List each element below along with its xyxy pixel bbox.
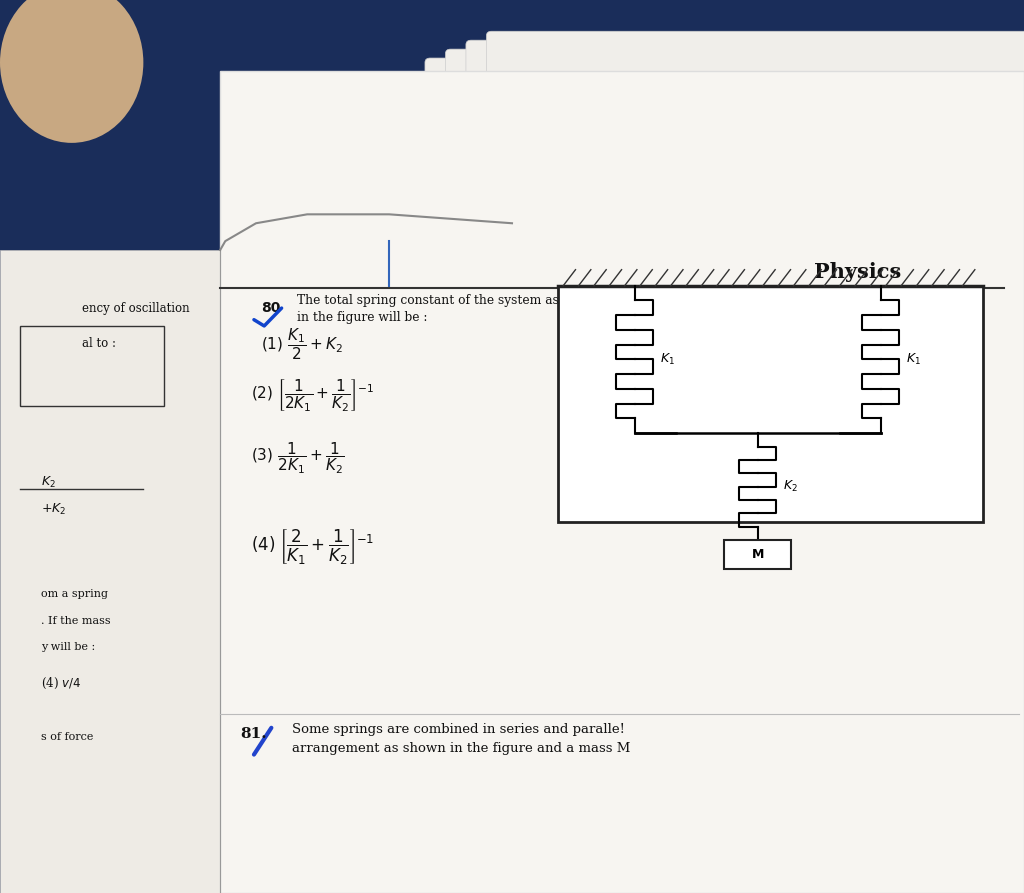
FancyBboxPatch shape (486, 31, 1024, 380)
Text: 81.: 81. (241, 727, 267, 741)
Text: 80: 80 (261, 301, 281, 315)
Text: $K_2$: $K_2$ (41, 475, 55, 489)
Bar (0, 0, 1024, 250)
Text: y will be :: y will be : (41, 642, 95, 653)
Text: The total spring constant of the system as shown: The total spring constant of the system … (297, 295, 603, 307)
Text: Physics: Physics (814, 263, 901, 282)
Text: ency of oscillation: ency of oscillation (82, 302, 189, 314)
Text: $K_1$: $K_1$ (906, 352, 922, 367)
Text: $(4)\ \left[\dfrac{2}{K_1}+\dfrac{1}{K_2}\right]^{-1}$: $(4)\ \left[\dfrac{2}{K_1}+\dfrac{1}{K_2… (251, 527, 374, 566)
Text: $(3)\ \dfrac{1}{2K_1}+\dfrac{1}{K_2}$: $(3)\ \dfrac{1}{2K_1}+\dfrac{1}{K_2}$ (251, 440, 344, 476)
Text: in the figure will be :: in the figure will be : (297, 311, 427, 323)
Text: . If the mass: . If the mass (41, 615, 111, 626)
Text: $K_2$: $K_2$ (783, 480, 798, 494)
FancyBboxPatch shape (445, 49, 988, 397)
Text: om a spring: om a spring (41, 588, 108, 599)
Text: s of force: s of force (41, 731, 93, 742)
Bar (220, 71, 1024, 893)
Text: $(1)\ \dfrac{K_1}{2} + K_2$: $(1)\ \dfrac{K_1}{2} + K_2$ (261, 327, 343, 363)
Bar (725, 540, 791, 569)
FancyBboxPatch shape (425, 58, 968, 406)
Text: (4) $v/4$: (4) $v/4$ (41, 676, 81, 690)
Text: al to :: al to : (82, 338, 116, 350)
Bar (20, 326, 164, 406)
Text: $(2)\ \left[\dfrac{1}{2K_1}+\dfrac{1}{K_2}\right]^{-1}$: $(2)\ \left[\dfrac{1}{2K_1}+\dfrac{1}{K_… (251, 377, 374, 413)
Bar (558, 286, 983, 522)
Text: $+ K_2$: $+ K_2$ (41, 502, 67, 516)
Text: Some springs are combined in series and paralle!: Some springs are combined in series and … (292, 723, 625, 736)
Text: arrangement as shown in the figure and a mass M: arrangement as shown in the figure and a… (292, 742, 630, 755)
Text: $K_1$: $K_1$ (660, 352, 676, 367)
Text: M: M (752, 548, 764, 561)
Ellipse shape (0, 0, 143, 143)
Bar (0, 250, 225, 893)
FancyBboxPatch shape (466, 40, 1009, 388)
